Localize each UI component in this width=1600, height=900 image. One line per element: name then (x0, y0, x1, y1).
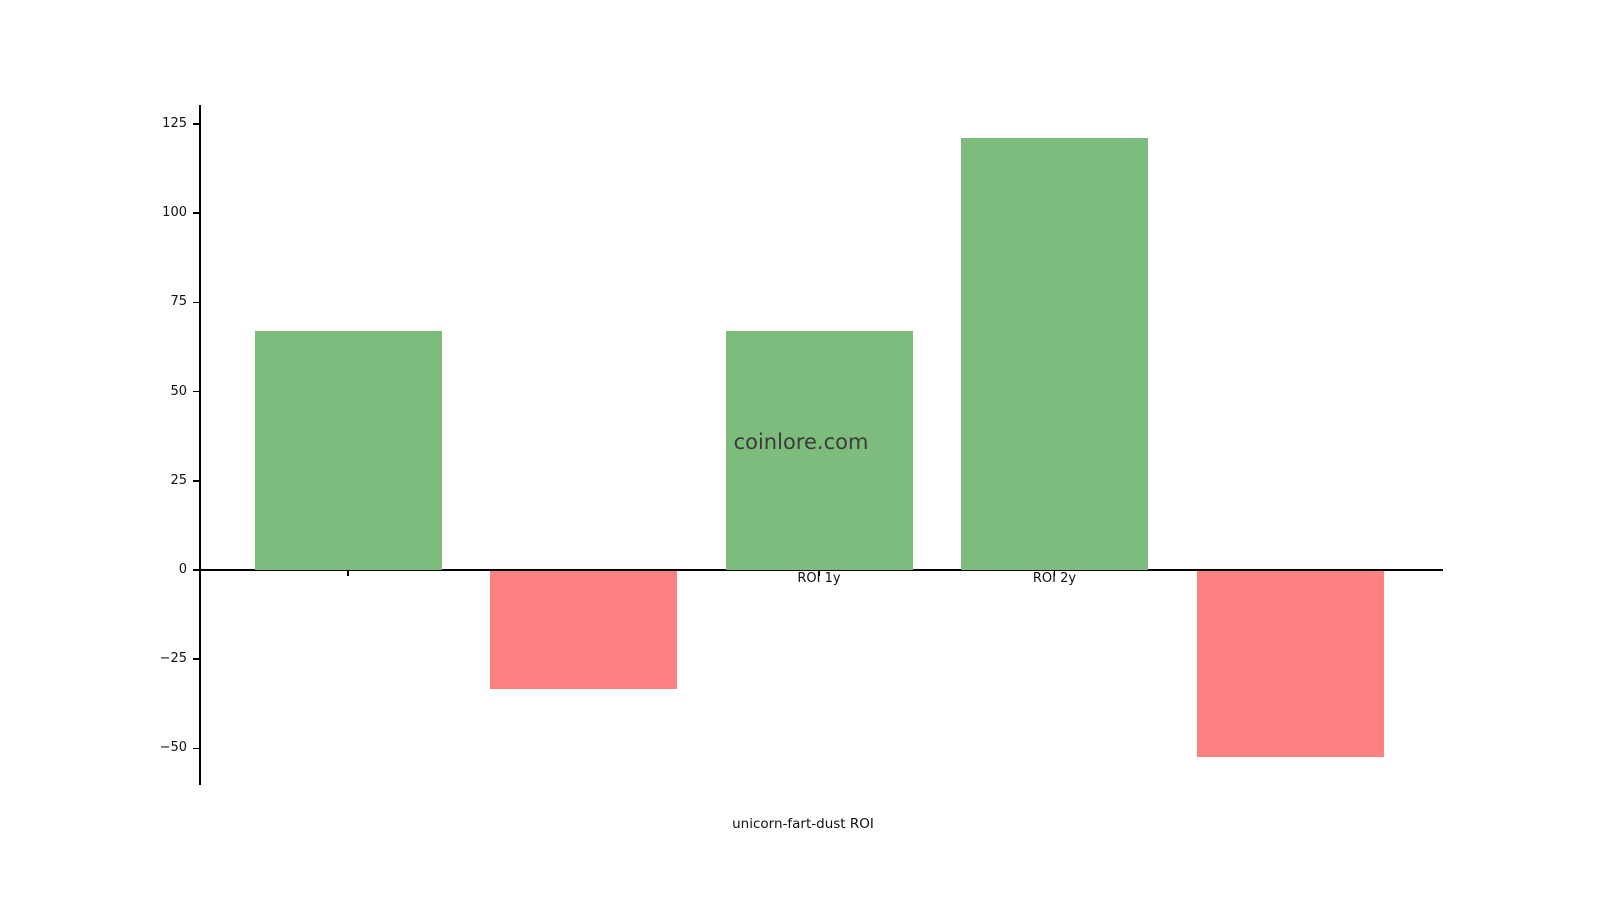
y-tick-label: −50 (159, 740, 187, 756)
y-tick-label: 100 (162, 205, 187, 221)
y-tick-label: 25 (170, 472, 187, 488)
roi-bar-5 (1196, 571, 1384, 757)
y-tick-label: −25 (159, 651, 187, 667)
roi-bar-4 (961, 138, 1148, 570)
y-tick-mark (193, 658, 200, 660)
roi-bar-1 (254, 330, 442, 570)
x-tick-label: ROI 1y (797, 571, 841, 586)
x-tick-mark (347, 570, 349, 576)
x-tick-mark (1053, 570, 1056, 576)
chart-title: unicorn-fart-dust ROI (732, 816, 874, 832)
y-tick-mark (193, 123, 200, 125)
roi-bar-3 (725, 330, 913, 570)
y-axis-spine (199, 105, 201, 785)
y-tick-mark (193, 212, 200, 214)
y-tick-mark (193, 569, 200, 571)
y-tick-label: 50 (170, 383, 187, 399)
x-tick-label: ROI 2y (1032, 571, 1077, 586)
y-tick-mark (193, 390, 200, 393)
y-tick-label: 75 (170, 294, 187, 310)
watermark: coinlore.com (733, 430, 869, 454)
x-tick-mark (818, 570, 820, 576)
y-tick-mark (193, 480, 200, 482)
y-tick-label: 125 (162, 116, 187, 131)
y-tick-mark (193, 747, 200, 750)
y-tick-mark (193, 301, 200, 304)
roi-bar-2 (490, 571, 677, 689)
y-tick-label: 0 (178, 562, 187, 577)
